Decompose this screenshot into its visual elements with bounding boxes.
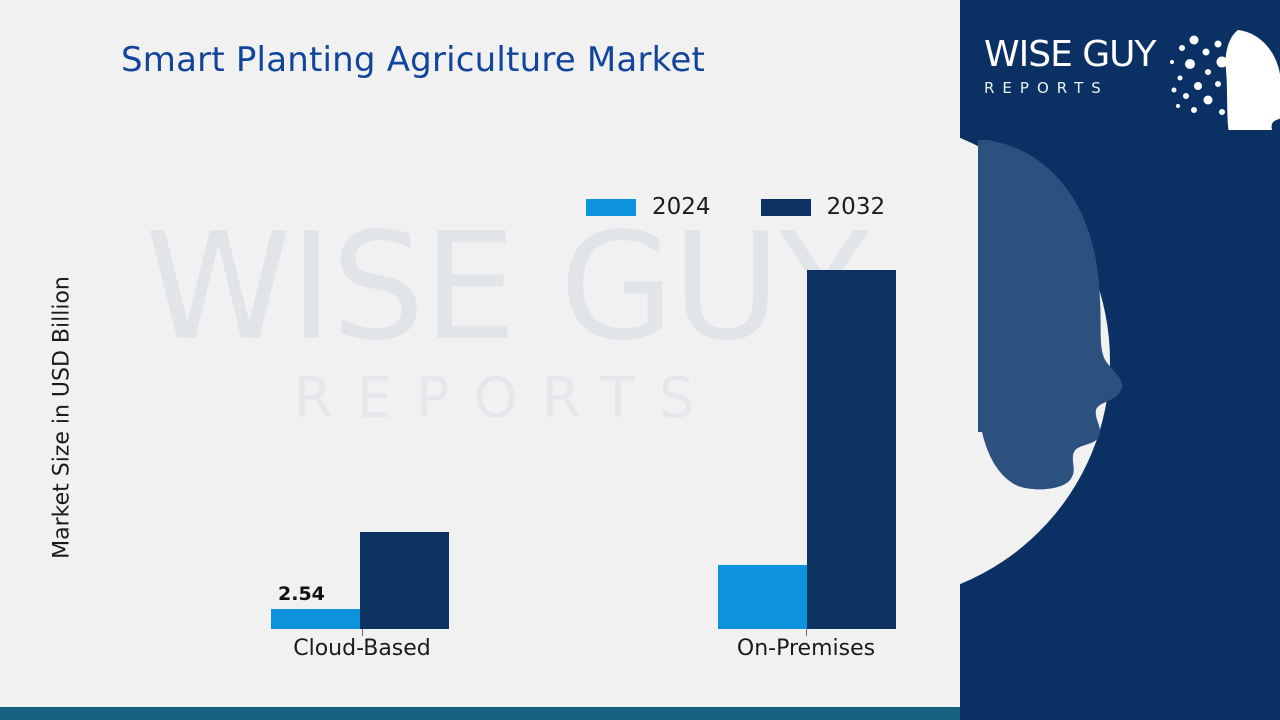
legend-item-2032[interactable]: 2032 xyxy=(760,194,936,220)
bottom-accent-strip xyxy=(0,707,960,720)
brand-panel: WISE GUY REPORTS xyxy=(960,0,1280,720)
legend-item-2024[interactable]: 2024 xyxy=(586,194,761,220)
bar-on-premises-2032[interactable] xyxy=(807,270,896,629)
plot-area: 2.54 Cloud-Based On-Premises xyxy=(96,270,916,661)
x-axis-tick-on-premises xyxy=(806,629,807,636)
page-title: Smart Planting Agriculture Market xyxy=(121,40,705,80)
brand-logo-sub-text: REPORTS xyxy=(984,79,1109,97)
brand-logo: WISE GUY REPORTS xyxy=(984,30,1280,130)
brand-logo-main-text: WISE GUY xyxy=(984,34,1157,75)
x-axis-line xyxy=(96,629,916,630)
x-axis-label-on-premises: On-Premises xyxy=(736,636,876,661)
legend-label-2032: 2032 xyxy=(826,194,886,220)
logo-face-dots-icon xyxy=(1170,30,1280,130)
bar-cloud-based-2024[interactable] xyxy=(271,609,360,629)
x-axis-label-cloud-based: Cloud-Based xyxy=(293,636,431,661)
bar-on-premises-2024[interactable] xyxy=(718,564,807,629)
legend-swatch-2032 xyxy=(760,198,811,216)
legend-label-2024: 2024 xyxy=(652,194,711,220)
x-axis-tick-cloud-based xyxy=(362,629,363,636)
bar-value-label-cloud-based-2024: 2.54 xyxy=(278,583,325,606)
chart-legend: 2024 2032 xyxy=(586,194,935,220)
bar-cloud-based-2032[interactable] xyxy=(360,532,449,629)
head-silhouette-icon xyxy=(978,140,1123,490)
legend-swatch-2024 xyxy=(586,198,636,216)
chart-area: WISE GUY REPORTS Smart Planting Agricult… xyxy=(49,40,935,661)
